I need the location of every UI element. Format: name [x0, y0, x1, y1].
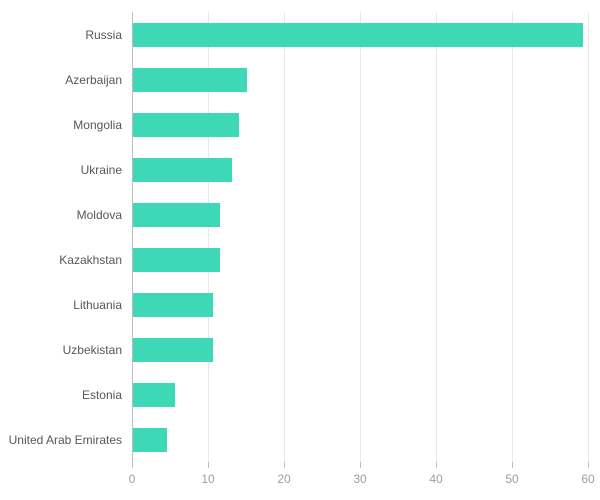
x-tick-label: 30: [353, 472, 366, 486]
category-label: Kazakhstan: [59, 253, 122, 267]
axis-tick: [284, 462, 285, 468]
bar: [133, 293, 213, 317]
bar: [133, 113, 239, 137]
x-tick-label: 60: [581, 472, 594, 486]
category-label: Russia: [85, 28, 122, 42]
gridline: [360, 12, 361, 462]
category-label: Azerbaijan: [65, 73, 122, 87]
gridline: [436, 12, 437, 462]
x-tick-label: 20: [277, 472, 290, 486]
bar: [133, 428, 167, 452]
bar: [133, 383, 175, 407]
axis-tick: [360, 462, 361, 468]
x-tick-label: 50: [505, 472, 518, 486]
bar: [133, 248, 220, 272]
gridline: [284, 12, 285, 462]
category-label: Lithuania: [73, 298, 122, 312]
category-label: Estonia: [82, 388, 122, 402]
axis-tick: [132, 462, 133, 468]
category-label: Uzbekistan: [63, 343, 122, 357]
axis-tick: [436, 462, 437, 468]
plot-area: 0102030405060: [132, 12, 588, 462]
x-tick-label: 0: [129, 472, 136, 486]
category-label: Moldova: [77, 208, 122, 222]
bar-chart: 0102030405060 RussiaAzerbaijanMongoliaUk…: [0, 0, 600, 500]
category-label: Ukraine: [81, 163, 122, 177]
gridline: [512, 12, 513, 462]
bar: [133, 203, 220, 227]
category-label: United Arab Emirates: [9, 433, 122, 447]
axis-tick: [512, 462, 513, 468]
category-label: Mongolia: [73, 118, 122, 132]
bar: [133, 338, 213, 362]
x-tick-label: 10: [201, 472, 214, 486]
x-tick-label: 40: [429, 472, 442, 486]
gridline: [588, 12, 589, 462]
axis-tick: [208, 462, 209, 468]
axis-tick: [588, 462, 589, 468]
bar: [133, 158, 232, 182]
bar: [133, 68, 247, 92]
bar: [133, 23, 583, 47]
